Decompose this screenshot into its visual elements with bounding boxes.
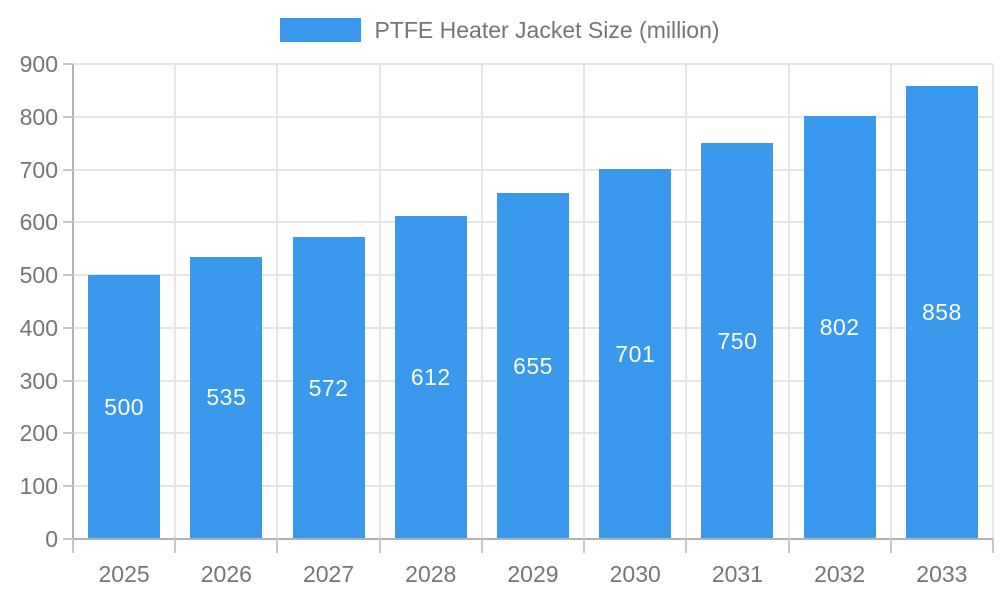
bar-2033[interactable]: 858 [905, 86, 978, 539]
v-gridline [992, 64, 994, 539]
y-tick-label: 600 [19, 209, 58, 236]
x-tick-label: 2029 [507, 561, 559, 587]
y-tick [63, 379, 73, 382]
x-tick-label: 2032 [814, 561, 866, 587]
bar-value-label: 535 [206, 384, 247, 411]
y-tick-label: 300 [19, 367, 58, 394]
bar-value-label: 612 [410, 364, 451, 390]
y-tick [63, 115, 73, 118]
bar-2026[interactable]: 535 [190, 256, 263, 539]
bar-value-label: 858 [921, 299, 962, 326]
x-tick [276, 539, 279, 553]
bar-2032[interactable]: 802 [803, 115, 876, 539]
v-gridline [480, 64, 483, 539]
bar-2031[interactable]: 750 [701, 143, 774, 539]
y-tick [63, 168, 73, 171]
x-tick-label: 2027 [302, 561, 355, 587]
x-tick-label: 2028 [405, 561, 457, 587]
h-gridline [73, 115, 993, 118]
x-tick [378, 539, 381, 553]
y-tick-label: 0 [45, 526, 58, 552]
bar-value-label: 655 [513, 352, 553, 379]
y-tick-label: 400 [19, 314, 58, 341]
plot-area: 500 535 572 612 655 701 750 802 858 [73, 63, 994, 539]
v-gridline [787, 64, 790, 539]
y-tick [63, 274, 73, 277]
v-gridline [174, 64, 177, 539]
v-gridline [583, 64, 586, 539]
x-tick [787, 539, 790, 553]
x-tick-label: 2030 [609, 561, 661, 587]
bar-2027[interactable]: 572 [292, 237, 365, 539]
x-tick [889, 539, 892, 553]
x-tick [480, 539, 483, 553]
y-axis-line [72, 64, 74, 553]
y-tick-label: 500 [19, 262, 58, 289]
y-tick [63, 326, 73, 329]
y-tick [63, 63, 73, 65]
y-tick [63, 485, 73, 488]
bar-2025[interactable]: 500 [88, 275, 161, 539]
bar-value-label: 500 [104, 393, 145, 420]
v-gridline [685, 64, 688, 539]
x-axis-line [63, 538, 993, 540]
bar-value-label: 701 [615, 340, 656, 367]
bar-2028[interactable]: 612 [394, 216, 467, 539]
bar-value-label: 750 [717, 327, 758, 354]
v-gridline [378, 64, 381, 539]
y-tick [63, 221, 73, 224]
h-gridline [73, 168, 993, 171]
legend: PTFE Heater Jacket Size (million) [0, 17, 1000, 43]
y-tick-label: 900 [19, 51, 58, 77]
x-tick-label: 2026 [200, 561, 252, 587]
legend-swatch-icon [280, 18, 362, 42]
x-tick [174, 539, 177, 553]
legend-label: PTFE Heater Jacket Size (million) [374, 17, 720, 43]
x-tick [72, 539, 74, 553]
x-tick [992, 539, 994, 553]
bar-2030[interactable]: 701 [599, 169, 672, 539]
bar-value-label: 802 [819, 313, 860, 340]
y-tick-label: 200 [19, 420, 58, 447]
legend-item[interactable]: PTFE Heater Jacket Size (million) [280, 17, 720, 43]
y-tick-label: 800 [19, 103, 58, 130]
x-tick-label: 2025 [98, 561, 150, 587]
h-gridline [73, 63, 993, 65]
y-tick-label: 700 [19, 156, 58, 183]
y-tick-label: 100 [19, 473, 58, 500]
v-gridline [276, 64, 279, 539]
x-tick [685, 539, 688, 553]
x-tick-label: 2033 [916, 561, 968, 587]
y-tick [63, 538, 73, 540]
bar-value-label: 572 [308, 374, 349, 401]
y-tick [63, 432, 73, 435]
x-tick-label: 2031 [711, 561, 764, 587]
v-gridline [889, 64, 892, 539]
bar-2029[interactable]: 655 [497, 193, 569, 539]
x-tick [583, 539, 586, 553]
